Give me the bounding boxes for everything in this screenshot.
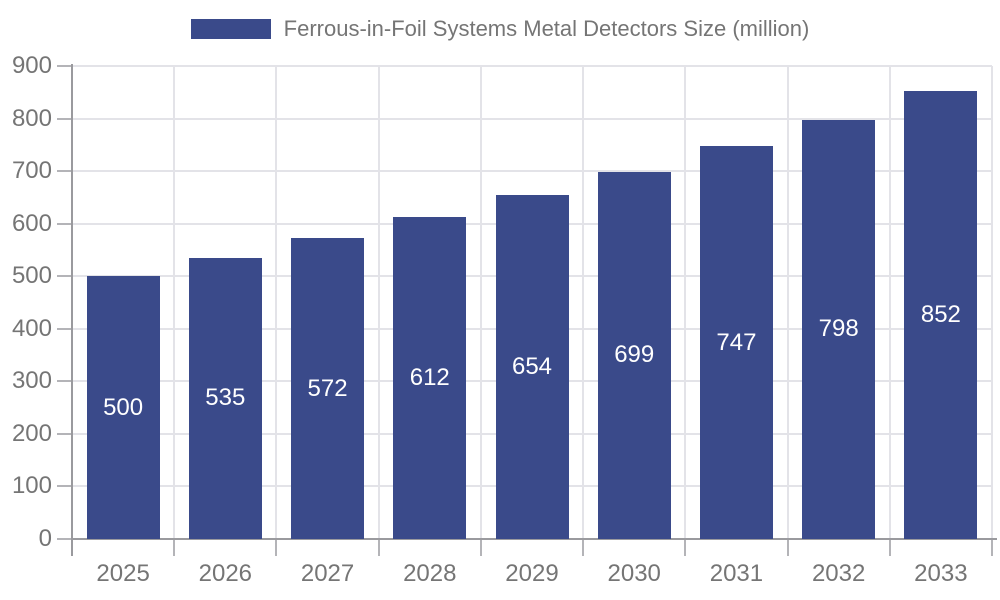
bar-value-label: 500 — [103, 393, 144, 421]
bar-value-label: 654 — [511, 353, 553, 381]
bar-value-label: 852 — [920, 301, 961, 329]
bar — [188, 257, 262, 539]
y-tick-mark — [57, 327, 72, 330]
y-tick-label: 100 — [11, 472, 52, 500]
y-tick-label: 200 — [11, 419, 52, 447]
bar — [597, 171, 671, 539]
bar-value-label: 747 — [716, 328, 757, 356]
x-tick-mark — [888, 539, 891, 556]
legend-swatch — [190, 19, 271, 39]
y-tick-mark — [57, 380, 72, 383]
x-tick-label: 2025 — [96, 560, 150, 587]
bar-value-label: 699 — [614, 341, 655, 369]
y-tick-label: 900 — [11, 52, 52, 79]
y-tick-label: 700 — [11, 157, 52, 185]
x-tick-mark — [991, 539, 993, 556]
gridline-h — [72, 117, 992, 120]
y-tick-label: 500 — [11, 262, 52, 290]
y-tick-mark — [57, 485, 72, 488]
x-tick-mark — [479, 539, 482, 556]
y-tick-mark — [57, 275, 72, 278]
bar — [802, 119, 876, 539]
gridline-h — [72, 170, 992, 173]
gridline-v — [786, 66, 789, 539]
x-tick-mark — [275, 539, 278, 556]
x-tick-label: 2032 — [811, 560, 866, 587]
x-axis-line — [71, 538, 997, 540]
x-tick-label: 2026 — [198, 560, 253, 587]
bar — [291, 238, 365, 539]
y-tick-mark — [57, 432, 72, 435]
gridline-h — [72, 65, 992, 67]
x-tick-mark — [173, 539, 176, 556]
gridline-v — [888, 66, 891, 539]
bar-value-label: 535 — [205, 384, 246, 412]
y-axis-line — [71, 64, 73, 556]
x-tick-mark — [582, 539, 585, 556]
legend-label: Ferrous-in-Foil Systems Metal Detectors … — [283, 16, 810, 41]
y-tick-mark — [57, 117, 72, 120]
bar-value-label: 612 — [409, 364, 450, 392]
x-tick-label: 2030 — [607, 560, 661, 587]
y-tick-label: 400 — [11, 314, 52, 342]
legend[interactable]: Ferrous-in-Foil Systems Metal Detectors … — [0, 12, 1000, 46]
y-tick-label: 600 — [11, 209, 52, 237]
x-tick-label: 2027 — [300, 560, 355, 587]
gridline-v — [991, 66, 993, 539]
y-tick-label: 800 — [11, 104, 52, 132]
bar-value-label: 572 — [307, 374, 348, 402]
bar-value-label: 798 — [818, 315, 859, 343]
bar — [495, 195, 569, 539]
x-tick-label: 2033 — [914, 560, 968, 587]
gridline-v — [275, 66, 278, 539]
gridline-v — [173, 66, 176, 539]
gridline-v — [377, 66, 380, 539]
y-tick-mark — [57, 538, 72, 540]
x-tick-mark — [786, 539, 789, 556]
x-tick-label: 2029 — [505, 560, 559, 587]
bar — [699, 146, 773, 539]
y-tick-mark — [57, 170, 72, 173]
y-tick-label: 300 — [11, 367, 52, 395]
x-tick-mark — [684, 539, 687, 556]
bar — [393, 217, 467, 539]
bar — [904, 91, 978, 539]
y-tick-label: 0 — [38, 525, 52, 552]
x-tick-mark — [377, 539, 380, 556]
x-tick-label: 2031 — [709, 560, 764, 587]
gridline-v — [479, 66, 482, 539]
gridline-v — [582, 66, 585, 539]
y-tick-mark — [57, 222, 72, 225]
bar — [86, 276, 160, 539]
gridline-v — [684, 66, 687, 539]
x-tick-label: 2028 — [403, 560, 457, 587]
y-tick-mark — [57, 65, 72, 67]
